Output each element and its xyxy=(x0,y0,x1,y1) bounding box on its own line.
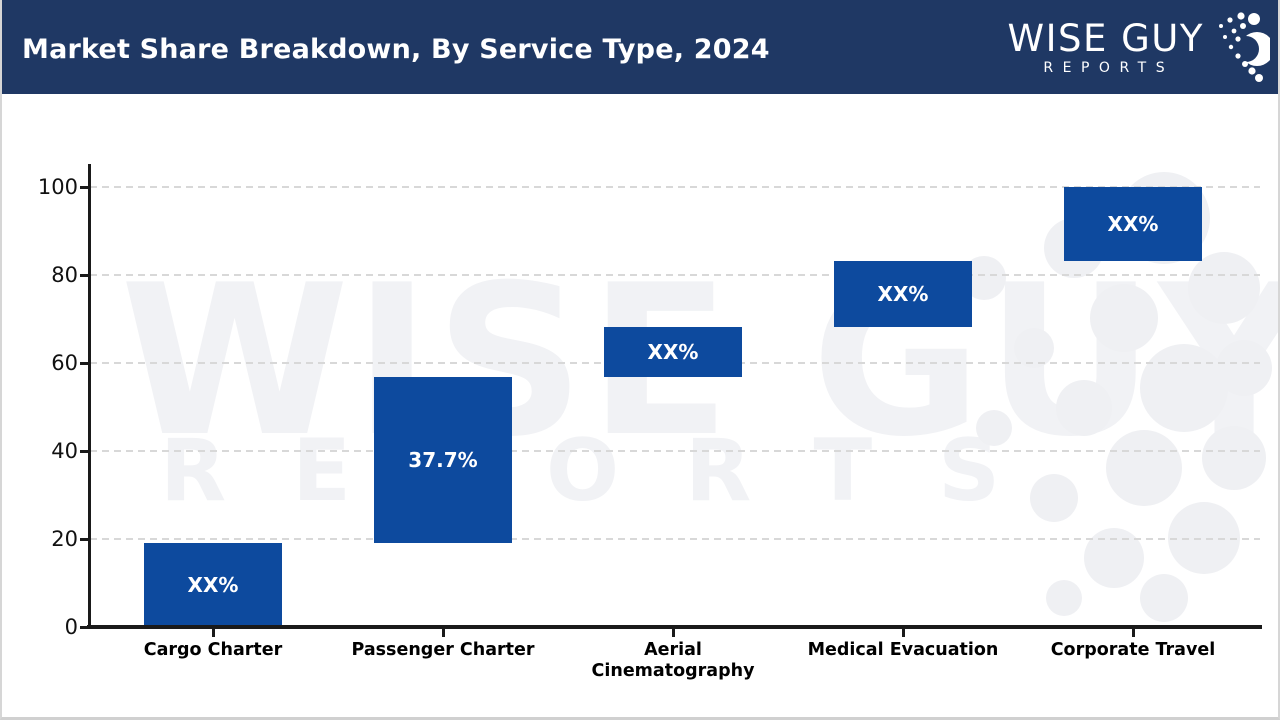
y-tick-label-40: 40 xyxy=(51,439,78,463)
bar-value-label: XX% xyxy=(877,282,929,307)
x-tick-mark xyxy=(902,628,905,637)
x-tick-label-4: Corporate Travel xyxy=(1050,640,1216,660)
watermark-face-dots-icon xyxy=(962,172,1272,622)
bar-cargo-charter: XX% xyxy=(144,542,282,627)
logo-reports-label: REPORTS xyxy=(1043,60,1175,76)
bar-medical-evacuation: XX% xyxy=(834,260,972,328)
gridline-20 xyxy=(90,538,1260,540)
y-tick-label-0: 0 xyxy=(64,615,78,639)
y-tick-label-20: 20 xyxy=(51,527,78,551)
page-title: Market Share Breakdown, By Service Type,… xyxy=(22,33,770,65)
gridline-80 xyxy=(90,274,1260,276)
header-bar: Market Share Breakdown, By Service Type,… xyxy=(2,0,1278,94)
plot-area: XX% 37.7% XX% XX% XX% xyxy=(90,186,1260,627)
y-tick-label-60: 60 xyxy=(51,351,78,375)
x-tick-mark xyxy=(442,628,445,637)
y-tick-mark xyxy=(80,450,90,453)
x-tick-label-3: Medical Evacuation xyxy=(807,640,999,660)
bar-value-label: XX% xyxy=(1107,211,1159,236)
y-tick-label-80: 80 xyxy=(51,263,78,287)
x-tick-label-2: Aerial Cinematography xyxy=(591,640,755,681)
gridline-100 xyxy=(90,186,1260,188)
logo-wiseguy-label: WISE GUY xyxy=(1007,17,1204,60)
x-tick-mark xyxy=(1132,628,1135,637)
bar-value-label: XX% xyxy=(647,340,699,365)
x-tick-mark xyxy=(212,628,215,637)
bar-value-label: 37.7% xyxy=(408,448,478,473)
y-tick-mark xyxy=(80,362,90,365)
y-tick-mark xyxy=(80,274,90,277)
y-tick-mark xyxy=(80,538,90,541)
wise-guy-reports-logo: WISE GUY REPORTS xyxy=(1008,7,1278,87)
x-axis-line xyxy=(87,625,1262,629)
logo-text: WISE GUY REPORTS xyxy=(1008,20,1204,76)
gridline-40 xyxy=(90,450,1260,452)
y-tick-label-100: 100 xyxy=(37,175,78,199)
bar-corporate-travel: XX% xyxy=(1064,187,1202,261)
x-tick-label-0: Cargo Charter xyxy=(143,640,283,660)
y-tick-mark xyxy=(80,626,90,629)
y-axis-line xyxy=(88,164,91,628)
x-tick-mark xyxy=(672,628,675,637)
x-tick-label-1: Passenger Charter xyxy=(351,640,535,660)
bar-aerial-cinematography: XX% xyxy=(604,327,742,378)
logo-face-icon xyxy=(1219,12,1270,82)
y-tick-mark xyxy=(80,186,90,189)
watermark-reports-text: REPORTS xyxy=(160,421,1067,521)
bar-value-label: XX% xyxy=(187,572,239,597)
bar-passenger-charter: 37.7% xyxy=(374,377,512,543)
